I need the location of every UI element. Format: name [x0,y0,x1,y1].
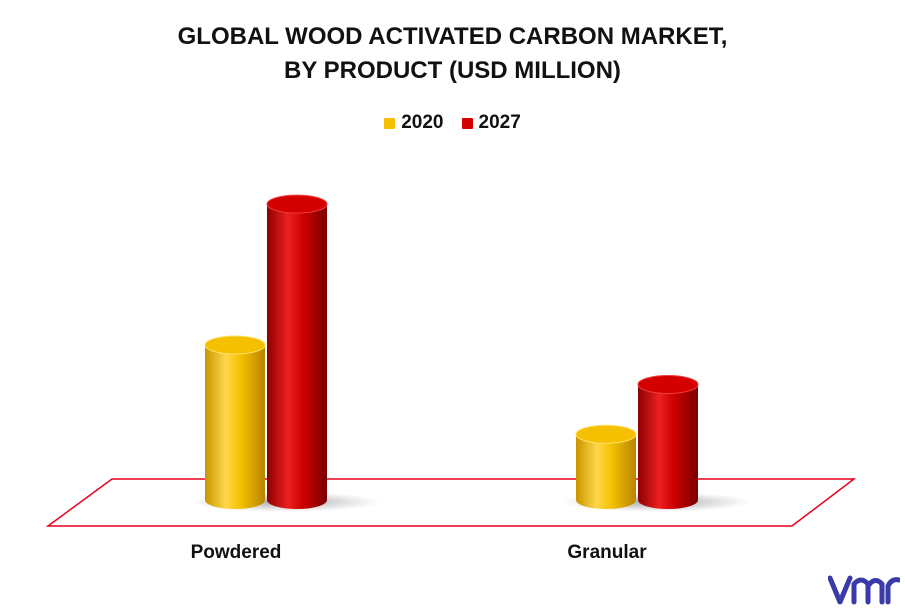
legend-item-2020: 2020 [384,112,444,134]
vmr-logo-icon [828,575,900,605]
chart-title-line-2: BY PRODUCT (USD MILLION) [284,57,621,84]
legend-swatch-2027 [461,117,473,129]
x-tick-label-powdered: Powdered [190,542,282,563]
chart-title-line-1: GLOBAL WOOD ACTIVATED CARBON MARKET, [177,23,728,50]
bar-powdered-2020 [204,335,266,509]
bar-powdered-2027 [266,194,328,509]
bar-granular-2020 [575,424,637,509]
legend-swatch-2020 [384,117,396,129]
legend-item-2027: 2027 [461,112,521,134]
chart-legend: 2020 2027 [0,112,905,134]
legend-label-2020: 2020 [401,112,444,133]
legend-label-2027: 2027 [478,112,521,133]
chart-title: GLOBAL WOOD ACTIVATED CARBON MARKET, BY … [0,20,905,88]
bar-granular-2027 [637,374,699,509]
x-tick-label-granular: Granular [567,542,647,563]
